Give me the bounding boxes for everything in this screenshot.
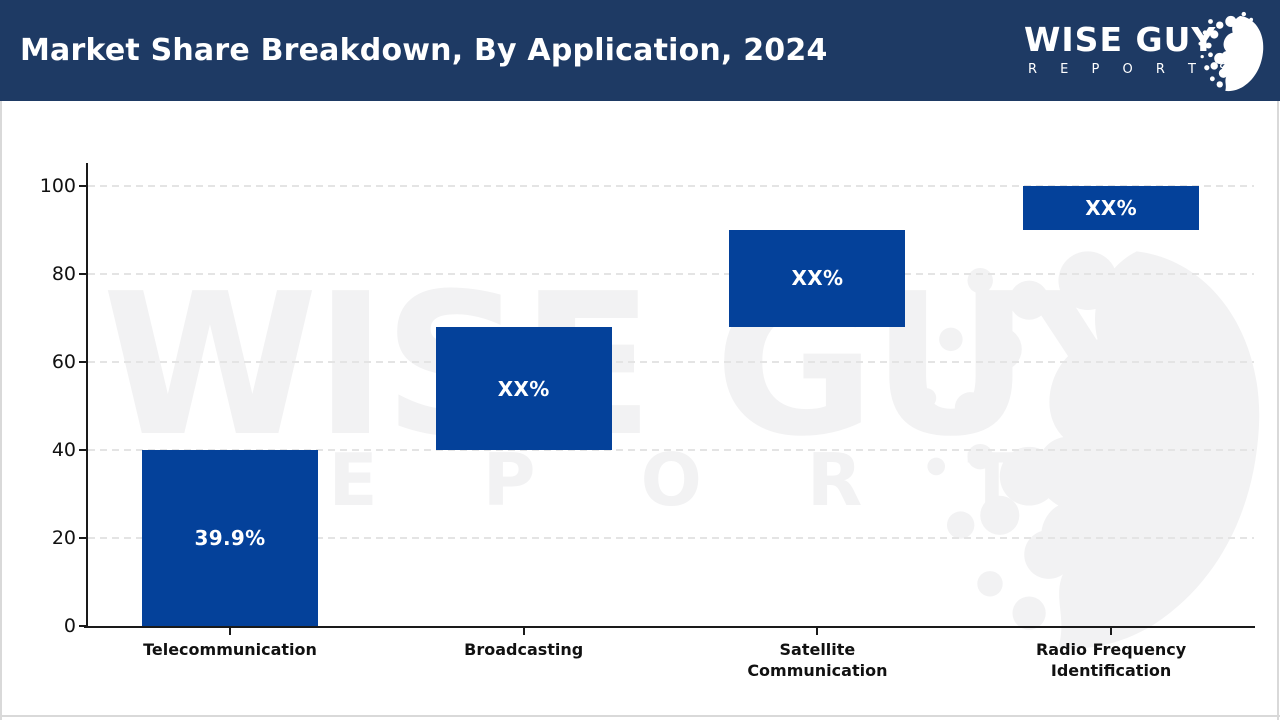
x-category-label-2: Satellite Communication (747, 640, 888, 681)
y-tick-40 (79, 449, 86, 451)
x-tick-0 (229, 628, 231, 635)
y-tick-label-20: 20 (51, 527, 76, 549)
gridline-20 (88, 537, 1254, 539)
header-band: Market Share Breakdown, By Application, … (0, 0, 1280, 101)
frame-border-bottom (0, 715, 1280, 717)
x-axis-line (84, 626, 1255, 628)
y-tick-label-80: 80 (51, 263, 76, 285)
y-tick-label-60: 60 (51, 351, 76, 373)
logo-face-icon (1198, 11, 1264, 92)
bar-value-label-1: XX% (497, 376, 550, 401)
x-tick-1 (522, 628, 525, 635)
y-tick-100 (79, 185, 86, 187)
bar-value-label-0: 39.9% (194, 526, 266, 551)
x-tick-2 (816, 628, 819, 635)
watermark-face-icon (916, 251, 1260, 649)
bar-value-label-2: XX% (791, 266, 844, 291)
y-tick-label-0: 0 (63, 615, 76, 637)
bar-0: 39.9% (142, 450, 318, 626)
y-tick-80 (79, 273, 86, 275)
x-category-label-0: Telecommunication (143, 640, 317, 659)
bar-value-label-3: XX% (1085, 196, 1137, 220)
x-category-label-1: Broadcasting (464, 640, 584, 659)
logo-subtext: R E P O R T S (1028, 62, 1237, 77)
y-axis-line (86, 163, 88, 628)
gridline-80 (88, 273, 1254, 275)
frame-border-left (0, 101, 2, 720)
bar-3: XX% (1023, 186, 1200, 230)
x-category-label-3: Radio Frequency Identification (1035, 640, 1187, 681)
y-tick-label-100: 100 (39, 175, 76, 197)
gridline-60 (88, 361, 1254, 363)
y-tick-60 (79, 361, 86, 363)
x-tick-3 (1110, 628, 1113, 635)
bar-2: XX% (729, 230, 906, 327)
y-tick-0 (79, 625, 86, 627)
gridline-100 (88, 185, 1254, 187)
chart-title: Market Share Breakdown, By Application, … (20, 33, 828, 68)
logo-wordmark: WISE GUY (1024, 20, 1217, 59)
frame-border-right (1277, 101, 1279, 720)
y-tick-label-40: 40 (51, 439, 76, 461)
y-tick-20 (79, 537, 86, 539)
wise-guy-reports-logo: WISE GUY R E P O R T S (1016, 10, 1266, 94)
bar-1: XX% (435, 326, 612, 451)
gridline-40 (88, 449, 1254, 451)
